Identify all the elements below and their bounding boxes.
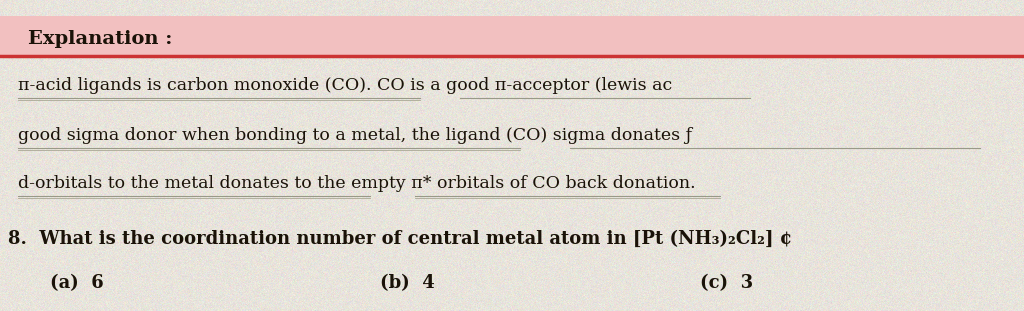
Text: (c)  3: (c) 3 xyxy=(700,274,753,292)
Text: good sigma donor when bonding to a metal, the ligand (CO) sigma donates ƒ: good sigma donor when bonding to a metal… xyxy=(18,128,692,145)
Text: (a)  6: (a) 6 xyxy=(50,274,103,292)
Bar xyxy=(0,16,1024,56)
Text: Explanation :: Explanation : xyxy=(28,30,172,48)
Text: 8.  What is the coordination number of central metal atom in [Pt (NH₃)₂Cl₂] ¢: 8. What is the coordination number of ce… xyxy=(8,230,793,248)
Text: (b)  4: (b) 4 xyxy=(380,274,435,292)
Text: d-orbitals to the metal donates to the empty π* orbitals of CO back donation.: d-orbitals to the metal donates to the e… xyxy=(18,175,695,193)
Text: π-acid ligands is carbon monoxide (CO). CO is a good π-acceptor (lewis ac: π-acid ligands is carbon monoxide (CO). … xyxy=(18,77,672,95)
